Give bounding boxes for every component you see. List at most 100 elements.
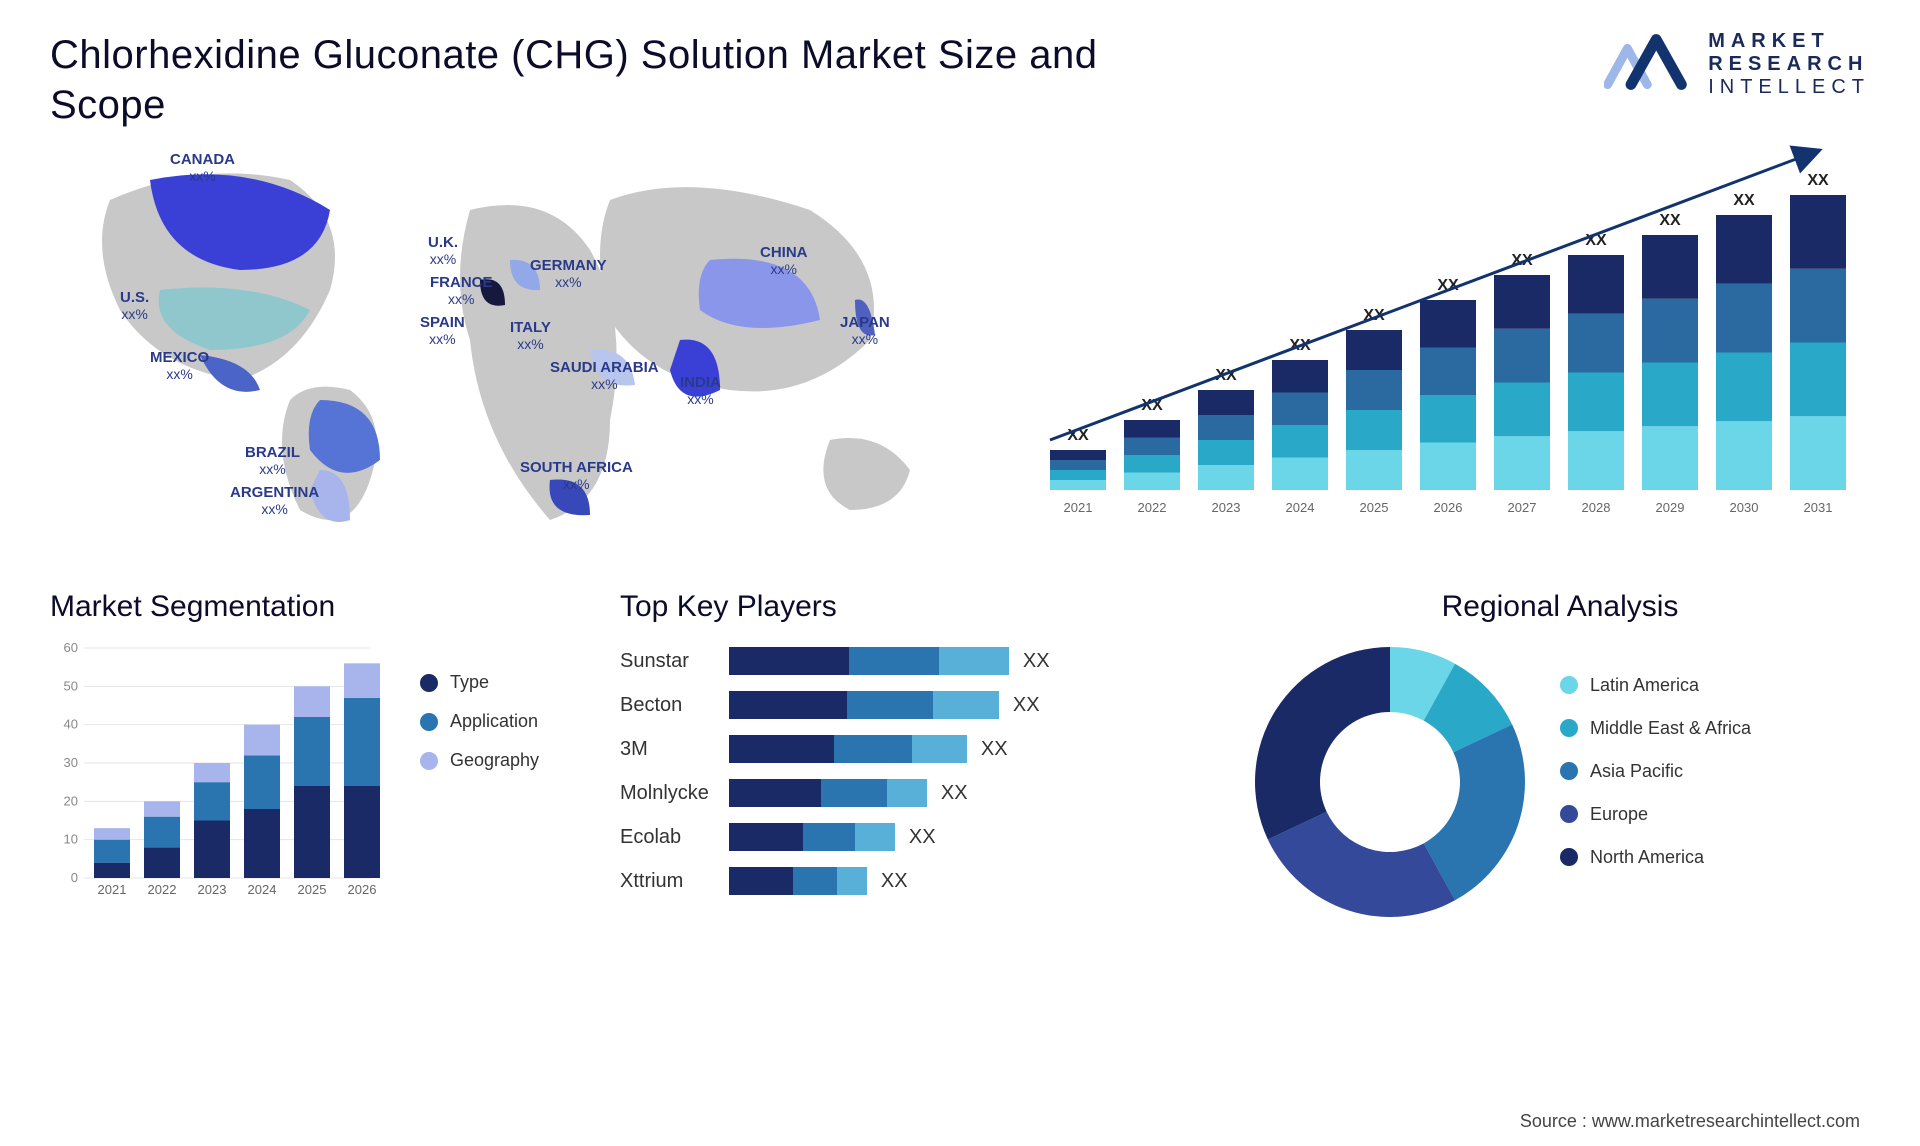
svg-text:2022: 2022 xyxy=(148,882,177,897)
player-bar xyxy=(729,823,895,851)
legend-item: Asia Pacific xyxy=(1560,761,1751,782)
svg-text:2031: 2031 xyxy=(1804,500,1833,515)
svg-text:2021: 2021 xyxy=(98,882,127,897)
growth-chart-panel: XX2021XX2022XX2023XX2024XX2025XX2026XX20… xyxy=(1030,140,1870,540)
legend-label: Type xyxy=(450,672,489,693)
map-label: ARGENTINAxx% xyxy=(230,485,319,517)
legend-label: Asia Pacific xyxy=(1590,761,1683,782)
logo-mark-icon xyxy=(1604,30,1694,99)
svg-text:2025: 2025 xyxy=(1360,500,1389,515)
player-bar xyxy=(729,867,867,895)
svg-text:XX: XX xyxy=(1733,192,1755,209)
legend-swatch-icon xyxy=(1560,848,1578,866)
map-label: U.S.xx% xyxy=(120,290,149,322)
legend-label: Europe xyxy=(1590,804,1648,825)
segmentation-legend: Type Application Geography xyxy=(420,672,539,789)
svg-text:60: 60 xyxy=(64,642,78,655)
regional-panel: Regional Analysis Latin America Middle Ea… xyxy=(1250,590,1870,922)
svg-text:2023: 2023 xyxy=(1212,500,1241,515)
player-name: Becton xyxy=(620,690,709,720)
regional-donut-svg xyxy=(1250,642,1530,922)
legend-item: Middle East & Africa xyxy=(1560,718,1751,739)
map-label: SOUTH AFRICAxx% xyxy=(520,460,633,492)
map-label: FRANCExx% xyxy=(430,275,493,307)
key-players-title: Top Key Players xyxy=(620,590,1200,624)
svg-text:2030: 2030 xyxy=(1730,500,1759,515)
logo-line1: MARKET xyxy=(1708,30,1870,53)
legend-swatch-icon xyxy=(420,674,438,692)
player-value: XX xyxy=(1013,694,1040,717)
map-label: BRAZILxx% xyxy=(245,445,300,477)
legend-swatch-icon xyxy=(1560,719,1578,737)
player-value: XX xyxy=(941,782,968,805)
player-row: XX xyxy=(729,646,1200,676)
map-label: U.K.xx% xyxy=(428,235,458,267)
legend-label: Middle East & Africa xyxy=(1590,718,1751,739)
player-value: XX xyxy=(909,826,936,849)
player-row: XX xyxy=(729,778,1200,808)
svg-text:2021: 2021 xyxy=(1064,500,1093,515)
player-name: Xttrium xyxy=(620,866,709,896)
legend-label: Geography xyxy=(450,750,539,771)
legend-swatch-icon xyxy=(1560,805,1578,823)
legend-label: Latin America xyxy=(1590,675,1699,696)
brand-logo: MARKET RESEARCH INTELLECT xyxy=(1604,30,1870,99)
map-label: SPAINxx% xyxy=(420,315,465,347)
player-bars-list: XXXXXXXXXXXX xyxy=(729,642,1200,896)
player-bar xyxy=(729,647,1009,675)
map-label: INDIAxx% xyxy=(680,375,721,407)
svg-text:XX: XX xyxy=(1659,212,1681,229)
logo-line2: RESEARCH xyxy=(1708,53,1870,76)
legend-item: North America xyxy=(1560,847,1751,868)
svg-text:2028: 2028 xyxy=(1582,500,1611,515)
legend-label: Application xyxy=(450,711,538,732)
svg-text:2027: 2027 xyxy=(1508,500,1537,515)
player-row: XX xyxy=(729,690,1200,720)
map-label: CHINAxx% xyxy=(760,245,808,277)
player-row: XX xyxy=(729,822,1200,852)
svg-text:30: 30 xyxy=(64,755,78,770)
legend-item: Latin America xyxy=(1560,675,1751,696)
legend-swatch-icon xyxy=(420,713,438,731)
player-row: XX xyxy=(729,866,1200,896)
world-map-panel: CANADAxx% U.S.xx%MEXICOxx% BRAZILxx% ARGENT… xyxy=(50,140,990,540)
legend-item: Type xyxy=(420,672,539,693)
svg-text:2024: 2024 xyxy=(1286,500,1315,515)
svg-text:0: 0 xyxy=(71,870,78,885)
player-bar xyxy=(729,779,927,807)
player-value: XX xyxy=(981,738,1008,761)
svg-text:2025: 2025 xyxy=(298,882,327,897)
player-name: Sunstar xyxy=(620,646,709,676)
map-label: MEXICOxx% xyxy=(150,350,209,382)
svg-text:40: 40 xyxy=(64,717,78,732)
legend-item: Europe xyxy=(1560,804,1751,825)
regional-title: Regional Analysis xyxy=(1250,590,1870,624)
svg-text:2026: 2026 xyxy=(1434,500,1463,515)
svg-text:10: 10 xyxy=(64,832,78,847)
legend-swatch-icon xyxy=(1560,676,1578,694)
legend-swatch-icon xyxy=(420,752,438,770)
map-label: CANADAxx% xyxy=(170,152,235,184)
segmentation-title: Market Segmentation xyxy=(50,590,570,624)
legend-swatch-icon xyxy=(1560,762,1578,780)
svg-text:2023: 2023 xyxy=(198,882,227,897)
player-value: XX xyxy=(1023,650,1050,673)
svg-text:2029: 2029 xyxy=(1656,500,1685,515)
regional-legend: Latin America Middle East & Africa Asia Pa… xyxy=(1560,675,1751,890)
player-names-list: Sunstar Becton 3M Molnlycke Ecolab Xttrium xyxy=(620,642,709,896)
segmentation-panel: Market Segmentation 01020304050602021202… xyxy=(50,590,570,922)
player-name: 3M xyxy=(620,734,709,764)
player-name: Molnlycke xyxy=(620,778,709,808)
map-label: SAUDI ARABIAxx% xyxy=(550,360,659,392)
svg-text:2024: 2024 xyxy=(248,882,277,897)
legend-item: Geography xyxy=(420,750,539,771)
key-players-panel: Top Key Players Sunstar Becton 3M Molnlycke… xyxy=(620,590,1200,922)
player-bar xyxy=(729,691,999,719)
player-name: Ecolab xyxy=(620,822,709,852)
svg-text:2022: 2022 xyxy=(1138,500,1167,515)
player-row: XX xyxy=(729,734,1200,764)
svg-text:2026: 2026 xyxy=(348,882,377,897)
map-label: GERMANYxx% xyxy=(530,258,607,290)
svg-text:XX: XX xyxy=(1807,172,1829,189)
logo-line3: INTELLECT xyxy=(1708,76,1870,99)
